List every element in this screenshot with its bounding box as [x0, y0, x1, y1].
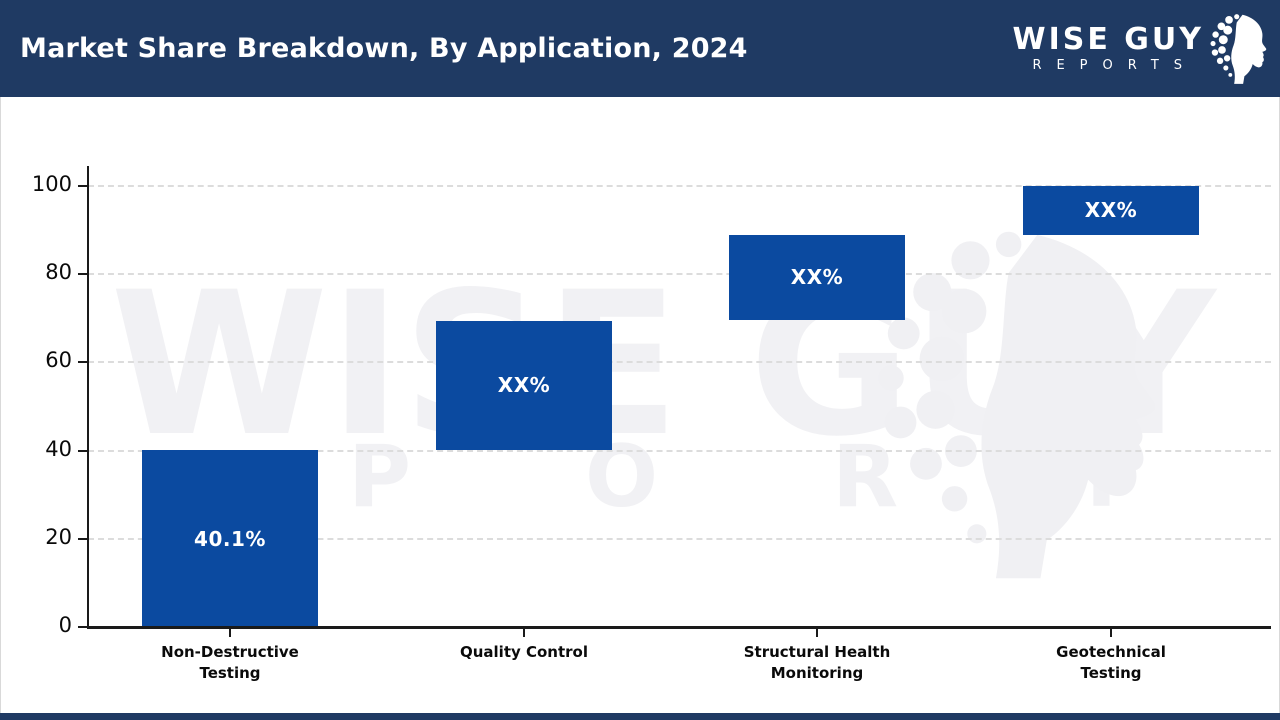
x-axis-tick: [1110, 629, 1112, 637]
gridline-20: [88, 537, 1271, 540]
bar-structural-health-monitoring: XX%: [729, 234, 905, 321]
y-axis-tick: [78, 626, 88, 628]
bar-non-destructive-testing: 40.1%: [142, 450, 318, 627]
bar-value-label: 40.1%: [194, 526, 266, 551]
bar-value-label: XX%: [790, 265, 844, 290]
gridline-40: [88, 449, 1271, 452]
y-axis-tick-label: 40: [45, 436, 72, 461]
x-axis-tick: [229, 629, 231, 637]
x-axis-category-label: Non-Destructive Testing: [161, 643, 299, 682]
y-axis-tick-label: 80: [45, 260, 72, 285]
y-axis-tick: [78, 185, 88, 187]
x-axis-tick: [816, 629, 818, 637]
x-axis-category-label: Geotechnical Testing: [1056, 643, 1166, 682]
y-axis-line: [87, 166, 89, 628]
bar-geotechnical-testing: XX%: [1023, 186, 1199, 235]
y-axis-tick-label: 0: [58, 613, 72, 637]
y-axis-tick: [78, 273, 88, 276]
x-axis-category-label: Quality Control: [459, 643, 588, 661]
bar-quality-control: XX%: [436, 320, 612, 451]
x-axis-category-label: Structural Health Monitoring: [743, 643, 891, 682]
logo-reports-text: REPORTS: [1032, 58, 1198, 73]
wise-guy-reports-logo: WISE GUY REPORTS: [1012, 12, 1270, 86]
y-axis-tick-label: 100: [31, 172, 72, 196]
header-bar: Market Share Breakdown, By Application, …: [0, 0, 1280, 97]
y-axis-tick: [78, 449, 88, 452]
logo-wise-guy-text: WISE GUY: [1012, 22, 1204, 57]
page-title: Market Share Breakdown, By Application, …: [20, 33, 748, 64]
bar-value-label: XX%: [1084, 198, 1138, 223]
gridline-60: [88, 361, 1271, 364]
y-axis-tick-label: 60: [45, 348, 72, 373]
footer-bar: [0, 713, 1280, 720]
y-axis-tick: [78, 537, 88, 540]
wise-guy-head-icon: [1210, 13, 1267, 84]
logo-text: WISE GUY REPORTS: [1012, 22, 1204, 73]
x-axis-tick: [523, 629, 525, 637]
gridline-100: [88, 185, 1271, 187]
bar-value-label: XX%: [497, 373, 551, 398]
y-axis-tick: [78, 361, 88, 364]
x-axis-line: [87, 626, 1271, 629]
gridline-80: [88, 273, 1271, 276]
y-axis-tick-label: 20: [45, 524, 72, 549]
